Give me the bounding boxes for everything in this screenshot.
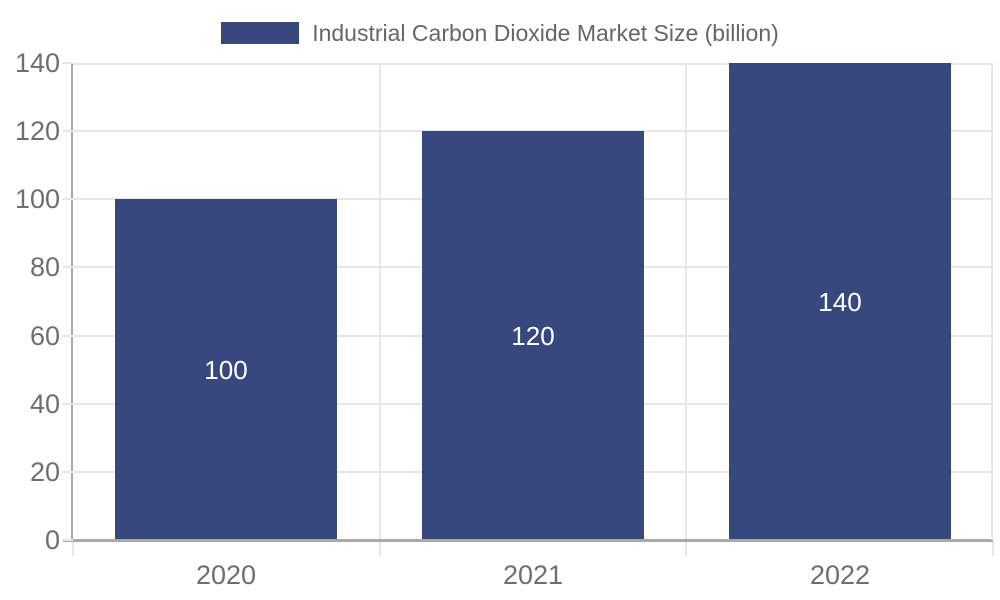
y-tick-label-60: 60 [29,321,60,351]
y-tick-mark-60 [62,335,73,337]
y-tick-mark-40 [62,403,73,405]
legend-swatch [221,22,300,44]
x-tick-mark-1 [379,542,381,556]
bar-2022: 140 [729,63,951,540]
y-tick-label-0: 0 [44,525,60,555]
y-tick-mark-120 [62,130,73,132]
x-tick-label-2021: 2021 [502,560,564,590]
gridline-y-140 [73,63,993,65]
bar-2020: 100 [115,199,337,540]
bar-2021: 120 [422,131,644,540]
y-tick-mark-100 [62,198,73,200]
x-tick-label-2022: 2022 [809,560,871,590]
y-tick-mark-0 [62,539,73,541]
gridline-x-1 [379,63,381,540]
y-tick-label-120: 120 [14,116,60,146]
bar-value-label: 140 [818,286,862,317]
x-tick-label-2020: 2020 [195,560,257,590]
x-axis-line [63,539,993,542]
y-tick-mark-20 [62,471,73,473]
y-axis-line [71,63,73,540]
y-tick-label-20: 20 [29,457,60,487]
x-tick-mark-0 [72,542,74,556]
y-tick-mark-80 [62,266,73,268]
y-tick-label-80: 80 [29,252,60,282]
x-tick-mark-3 [992,542,994,556]
legend-label: Industrial Carbon Dioxide Market Size (b… [312,20,779,46]
bar-value-label: 100 [204,354,248,385]
chart-legend: Industrial Carbon Dioxide Market Size (b… [0,19,1000,47]
gridline-x-2 [685,63,687,540]
y-tick-label-40: 40 [29,389,60,419]
y-tick-label-100: 100 [14,184,60,214]
bar-value-label: 120 [511,320,555,351]
plot-area: 100 120 140 [73,63,993,540]
plot-right-border [991,63,993,540]
x-tick-mark-2 [685,542,687,556]
y-tick-label-140: 140 [14,48,60,78]
y-tick-mark-140 [62,62,73,64]
